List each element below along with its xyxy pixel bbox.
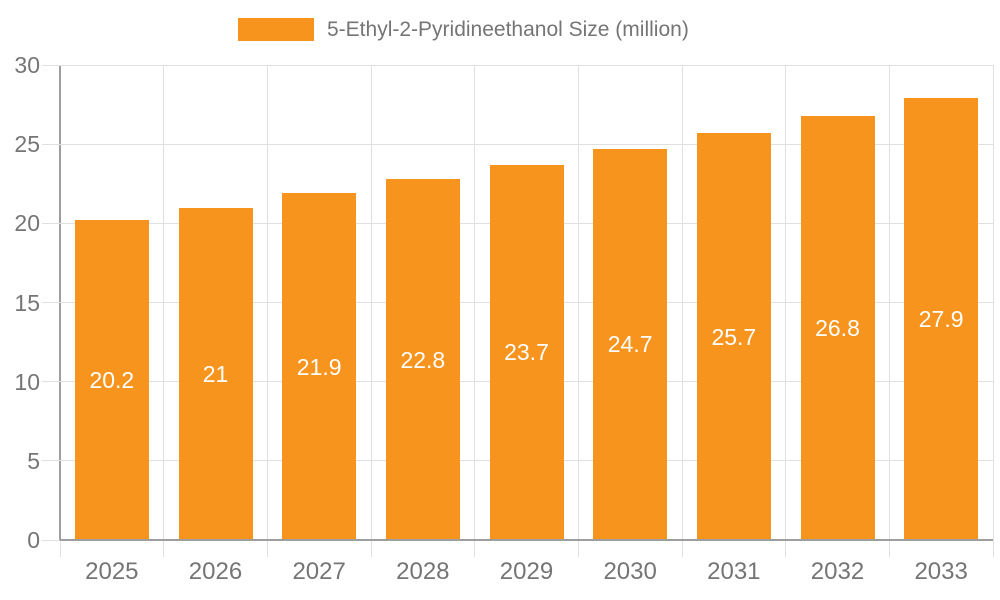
legend[interactable]: 5-Ethyl-2-Pyridineethanol Size (million) xyxy=(238,18,689,41)
bar-2028[interactable] xyxy=(385,179,460,540)
x-tick-mark xyxy=(785,540,787,557)
x-tick-mark xyxy=(474,540,476,557)
bar-2032[interactable] xyxy=(800,115,875,540)
x-tick-mark xyxy=(888,540,890,557)
x-tick-label: 2032 xyxy=(810,558,865,585)
y-tick-label: 15 xyxy=(14,289,40,316)
x-tick-mark xyxy=(681,540,683,557)
y-tick-label: 5 xyxy=(27,447,40,474)
legend-swatch xyxy=(238,18,314,41)
x-tick-label: 2025 xyxy=(85,558,139,585)
plot-area: 0 5 10 15 20 25 30 20.2 2025 21 2026 21.9 2027 22.8 20… xyxy=(14,52,994,585)
x-tick-mark xyxy=(266,540,268,557)
bar-2030[interactable] xyxy=(593,148,668,540)
x-grid-line xyxy=(577,65,579,540)
y-grid-line xyxy=(60,64,993,66)
x-tick-label: 2030 xyxy=(603,558,657,585)
y-tick-mark xyxy=(42,381,60,383)
x-tick-label: 2031 xyxy=(707,558,761,585)
bar-2029[interactable] xyxy=(489,164,564,540)
y-tick-label: 0 xyxy=(27,527,40,553)
y-tick-mark xyxy=(42,143,60,145)
x-tick-label: 2033 xyxy=(914,558,968,585)
x-tick-label: 2027 xyxy=(292,558,346,585)
x-grid-line xyxy=(163,65,165,540)
x-grid-line xyxy=(266,65,268,540)
x-tick-mark xyxy=(163,540,165,557)
y-tick-label: 30 xyxy=(14,52,40,78)
x-tick-label: 2028 xyxy=(396,558,450,585)
bar-2027[interactable] xyxy=(282,193,357,540)
x-grid-line xyxy=(681,65,683,540)
x-grid-line xyxy=(474,65,476,540)
y-tick-label: 20 xyxy=(14,210,40,237)
bar-2031[interactable] xyxy=(696,133,771,540)
y-tick-mark xyxy=(42,64,60,66)
x-tick-mark xyxy=(370,540,372,557)
x-grid-line xyxy=(992,65,994,540)
bar-2026[interactable] xyxy=(178,207,253,540)
legend-label: 5-Ethyl-2-Pyridineethanol Size (million) xyxy=(327,18,689,41)
x-grid-line xyxy=(888,65,890,540)
y-tick-mark xyxy=(42,222,60,224)
y-tick-label: 10 xyxy=(14,368,40,395)
y-tick-mark xyxy=(42,539,60,541)
x-grid-line xyxy=(370,65,372,540)
x-tick-mark xyxy=(59,540,61,557)
x-tick-mark xyxy=(577,540,579,557)
x-tick-label: 2029 xyxy=(499,558,554,585)
y-grid-line xyxy=(60,143,993,145)
bar-2025[interactable] xyxy=(74,220,149,540)
x-axis-line xyxy=(60,539,993,541)
y-tick-label: 25 xyxy=(14,131,40,158)
x-grid-line xyxy=(785,65,787,540)
x-tick-mark xyxy=(992,540,994,557)
bar-2033[interactable] xyxy=(904,98,979,540)
y-tick-mark xyxy=(42,302,60,303)
x-tick-label: 2026 xyxy=(188,558,243,585)
y-tick-mark xyxy=(42,460,60,462)
